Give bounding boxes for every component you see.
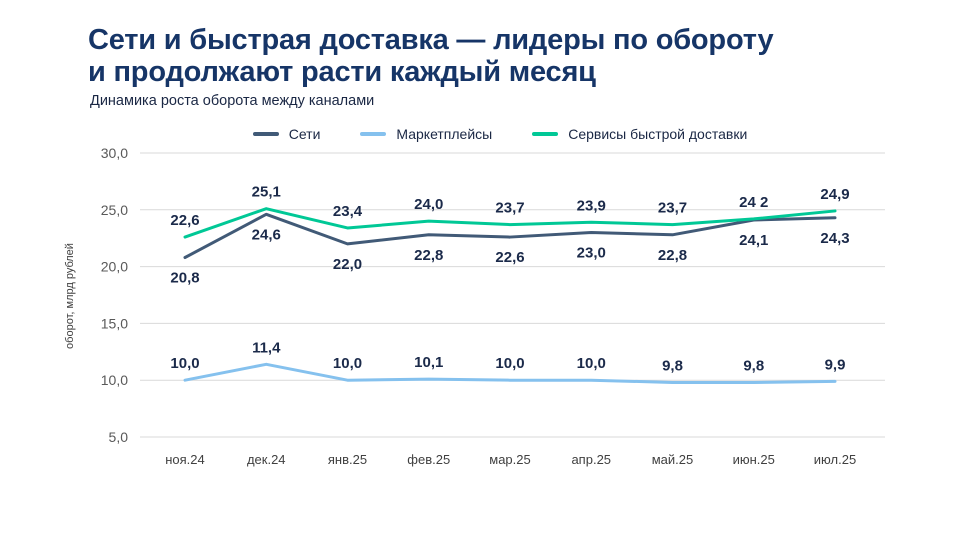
data-label: 24,6 (252, 226, 281, 243)
page-title-line1: Сети и быстрая доставка — лидеры по обор… (88, 24, 774, 56)
data-label: 24,1 (739, 232, 768, 249)
data-label: 10,0 (577, 355, 606, 372)
legend-marker (532, 132, 559, 136)
data-label: 9,9 (825, 356, 846, 373)
series-line-1 (183, 362, 837, 384)
legend-label: Сети (288, 126, 321, 142)
chart-svg: 30,0 25,0 20,0 15,0 10,0 5,0 ноя.24 дек.24 янв.2… (101, 148, 885, 467)
legend-label: Маркетплейсы (396, 126, 493, 142)
x-tick-label: фев.25 (407, 452, 450, 467)
data-label: 22,8 (414, 247, 443, 264)
data-label: 23,7 (658, 200, 687, 217)
x-tick-label: апр.25 (571, 452, 611, 467)
data-label: 24,9 (820, 186, 849, 203)
data-label: 24 2 (739, 194, 768, 211)
data-label: 10,1 (414, 354, 443, 371)
data-label: 23,0 (577, 245, 606, 262)
x-tick-label: июл.25 (814, 452, 856, 467)
data-label: 23,9 (577, 197, 606, 214)
data-label: 10,0 (333, 355, 362, 372)
x-tick-label: янв.25 (328, 452, 367, 467)
data-label: 22,6 (170, 212, 199, 229)
data-label: 22,6 (495, 249, 524, 266)
y-tick-label: 5,0 (109, 429, 129, 445)
data-label: 9,8 (662, 357, 683, 374)
data-label: 24,0 (414, 196, 443, 213)
data-label: 25,1 (252, 184, 281, 201)
x-tick-label: мар.25 (489, 452, 530, 467)
legend-item-0: Сети (252, 126, 321, 142)
data-label: 10,0 (170, 355, 199, 372)
y-tick-label: 20,0 (101, 259, 128, 275)
y-tick-label: 15,0 (101, 315, 128, 331)
x-tick-label: июн.25 (733, 452, 775, 467)
y-tick-label: 10,0 (101, 372, 128, 388)
data-label: 23,7 (495, 200, 524, 217)
y-tick-label: 25,0 (101, 202, 128, 218)
data-label: 20,8 (170, 270, 199, 287)
legend-label: Сервисы быстрой доставки (568, 126, 748, 142)
chart-legend: Сети Маркетплейсы Сервисы быстрой доставки (80, 126, 920, 142)
legend-item-2: Сервисы быстрой доставки (532, 126, 747, 142)
legend-marker (252, 132, 279, 136)
series-line-2 (183, 207, 837, 239)
data-label: 9,8 (743, 357, 764, 374)
chart-subtitle: Динамика роста оборота между каналами (90, 93, 375, 109)
data-label: 10,0 (495, 355, 524, 372)
y-tick-label: 30,0 (101, 148, 128, 161)
data-label: 24,3 (820, 230, 849, 247)
page-title-line2: и продолжают расти каждый месяц (88, 56, 596, 89)
legend-item-1: Маркетплейсы (360, 126, 492, 142)
legend-marker (360, 132, 387, 136)
data-label: 22,8 (658, 247, 687, 264)
series-line-0 (183, 212, 837, 260)
data-label: 11,4 (252, 339, 281, 356)
page-title: Сети и быстрая доставка — лидеры по обор… (88, 24, 918, 89)
x-tick-label: май.25 (652, 452, 694, 467)
data-label: 23,4 (333, 203, 363, 220)
x-tick-label: ноя.24 (165, 452, 205, 467)
data-label: 22,0 (333, 256, 362, 273)
x-tick-label: дек.24 (247, 452, 286, 467)
